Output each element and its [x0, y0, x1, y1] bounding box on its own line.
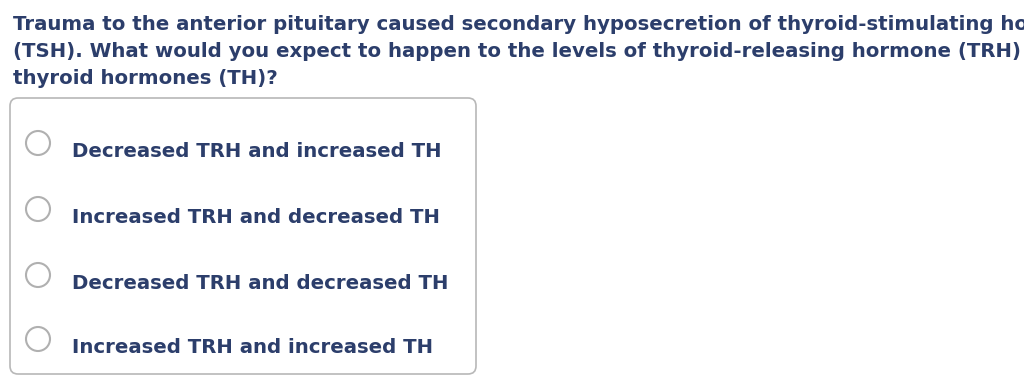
FancyBboxPatch shape — [10, 98, 476, 374]
Text: thyroid hormones (TH)?: thyroid hormones (TH)? — [13, 69, 278, 88]
Text: Trauma to the anterior pituitary caused secondary hyposecretion of thyroid-stimu: Trauma to the anterior pituitary caused … — [13, 15, 1024, 34]
Text: Increased TRH and increased TH: Increased TRH and increased TH — [72, 338, 433, 357]
Text: (TSH). What would you expect to happen to the levels of thyroid-releasing hormon: (TSH). What would you expect to happen t… — [13, 42, 1024, 61]
Circle shape — [26, 197, 50, 221]
Circle shape — [26, 131, 50, 155]
Text: Decreased TRH and decreased TH: Decreased TRH and decreased TH — [72, 274, 449, 293]
Text: Decreased TRH and increased TH: Decreased TRH and increased TH — [72, 142, 441, 161]
Text: Increased TRH and decreased TH: Increased TRH and decreased TH — [72, 208, 440, 227]
Circle shape — [26, 327, 50, 351]
Circle shape — [26, 263, 50, 287]
